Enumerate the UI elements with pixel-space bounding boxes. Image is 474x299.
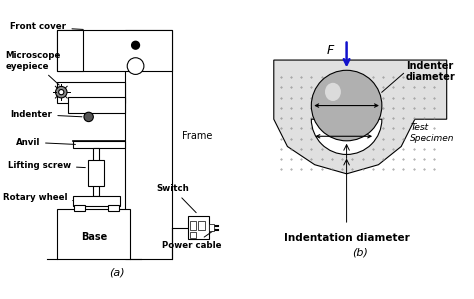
Text: Test
Specimen: Test Specimen [410, 123, 455, 143]
Bar [73, 196, 120, 205]
Bar [57, 30, 83, 71]
Bar [73, 141, 125, 148]
PathPatch shape [274, 60, 447, 174]
Text: (b): (b) [352, 248, 368, 258]
Bar [125, 30, 172, 259]
Bar [190, 221, 196, 230]
Bar [68, 97, 125, 113]
Circle shape [59, 89, 64, 95]
Circle shape [311, 70, 382, 141]
Bar [198, 221, 205, 230]
Circle shape [132, 41, 139, 49]
Bar [210, 224, 214, 231]
Bar [92, 148, 100, 196]
Wedge shape [311, 119, 382, 155]
Bar [188, 216, 209, 239]
Text: Rotary wheel: Rotary wheel [3, 193, 73, 202]
Text: Switch: Switch [156, 184, 196, 213]
Circle shape [55, 86, 67, 98]
Bar [57, 82, 125, 103]
Text: Indenter
diameter: Indenter diameter [406, 61, 456, 82]
Text: $F$: $F$ [326, 45, 335, 57]
Text: Indentation diameter: Indentation diameter [284, 233, 410, 242]
Circle shape [127, 58, 144, 74]
Text: Anvil: Anvil [16, 138, 75, 147]
Text: D$_i$: D$_i$ [336, 120, 348, 134]
Text: Indenter: Indenter [10, 110, 82, 119]
Text: Frame: Frame [182, 132, 213, 141]
Ellipse shape [325, 83, 341, 101]
Text: Lifting screw: Lifting screw [8, 161, 85, 170]
Bar [88, 160, 104, 186]
Text: (a): (a) [109, 267, 125, 277]
Circle shape [84, 112, 93, 122]
Text: Front cover: Front cover [10, 22, 83, 31]
Text: Base: Base [81, 232, 107, 242]
Bar [57, 30, 172, 71]
Text: Power cable: Power cable [162, 229, 221, 251]
Bar [57, 210, 130, 259]
Bar [74, 205, 85, 211]
Bar [190, 232, 196, 238]
Text: D: D [342, 92, 351, 102]
Text: Microscope
eyepiece: Microscope eyepiece [5, 51, 61, 85]
Bar [108, 205, 118, 211]
